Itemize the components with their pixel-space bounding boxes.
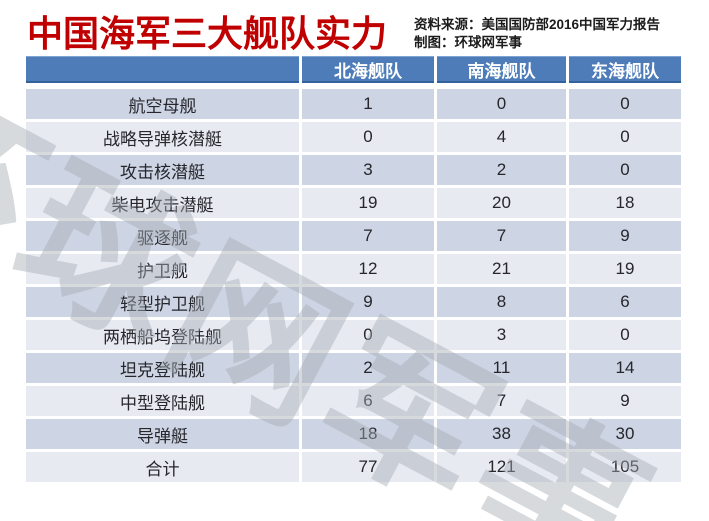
row-label: 中型登陆舰: [26, 386, 299, 416]
cell-value: 0: [569, 320, 681, 350]
page-title: 中国海军三大舰队实力: [27, 13, 388, 54]
cell-value: 1: [302, 89, 434, 119]
cell-value: 4: [437, 122, 566, 152]
cell-value: 9: [302, 287, 434, 317]
cell-value: 20: [437, 188, 566, 218]
cell-value: 9: [569, 386, 681, 416]
cell-value: 7: [437, 221, 566, 251]
cell-value: 121: [437, 452, 566, 482]
cell-value: 0: [302, 320, 434, 350]
row-label: 柴电攻击潜艇: [26, 188, 299, 218]
row-label: 战略导弹核潜艇: [26, 122, 299, 152]
cell-value: 0: [437, 89, 566, 119]
source-note: 资料来源：美国国防部2016中国军力报告 制图：环球网军事: [414, 16, 660, 52]
cell-value: 0: [302, 122, 434, 152]
cell-value: 0: [569, 122, 681, 152]
cell-value: 14: [569, 353, 681, 383]
cell-value: 7: [302, 221, 434, 251]
fleet-table: 北海舰队 南海舰队 东海舰队 航空母舰 1 0 0 战略导弹核潜艇 0 4 0 …: [26, 56, 681, 482]
cell-value: 30: [569, 419, 681, 449]
cell-value: 2: [437, 155, 566, 185]
cell-value: 105: [569, 452, 681, 482]
cell-value: 19: [302, 188, 434, 218]
row-label: 合计: [26, 452, 299, 482]
col-header-south-sea-fleet: 南海舰队: [437, 56, 566, 83]
source-line-2: 制图：环球网军事: [414, 35, 522, 50]
row-label: 坦克登陆舰: [26, 353, 299, 383]
cell-value: 2: [302, 353, 434, 383]
cell-value: 77: [302, 452, 434, 482]
row-label: 导弹艇: [26, 419, 299, 449]
cell-value: 7: [437, 386, 566, 416]
col-header-east-sea-fleet: 东海舰队: [569, 56, 681, 83]
row-label: 护卫舰: [26, 254, 299, 284]
cell-value: 18: [569, 188, 681, 218]
cell-value: 3: [437, 320, 566, 350]
source-line-1: 资料来源：美国国防部2016中国军力报告: [414, 17, 661, 32]
row-label: 两栖船坞登陆舰: [26, 320, 299, 350]
cell-value: 6: [302, 386, 434, 416]
row-label: 驱逐舰: [26, 221, 299, 251]
row-label: 航空母舰: [26, 89, 299, 119]
cell-value: 9: [569, 221, 681, 251]
row-label: 轻型护卫舰: [26, 287, 299, 317]
cell-value: 38: [437, 419, 566, 449]
cell-value: 12: [302, 254, 434, 284]
cell-value: 6: [569, 287, 681, 317]
cell-value: 21: [437, 254, 566, 284]
cell-value: 8: [437, 287, 566, 317]
cell-value: 19: [569, 254, 681, 284]
cell-value: 3: [302, 155, 434, 185]
cell-value: 18: [302, 419, 434, 449]
col-header-ship-type: [26, 56, 299, 83]
cell-value: 0: [569, 89, 681, 119]
col-header-north-sea-fleet: 北海舰队: [302, 56, 434, 83]
row-label: 攻击核潜艇: [26, 155, 299, 185]
cell-value: 0: [569, 155, 681, 185]
cell-value: 11: [437, 353, 566, 383]
